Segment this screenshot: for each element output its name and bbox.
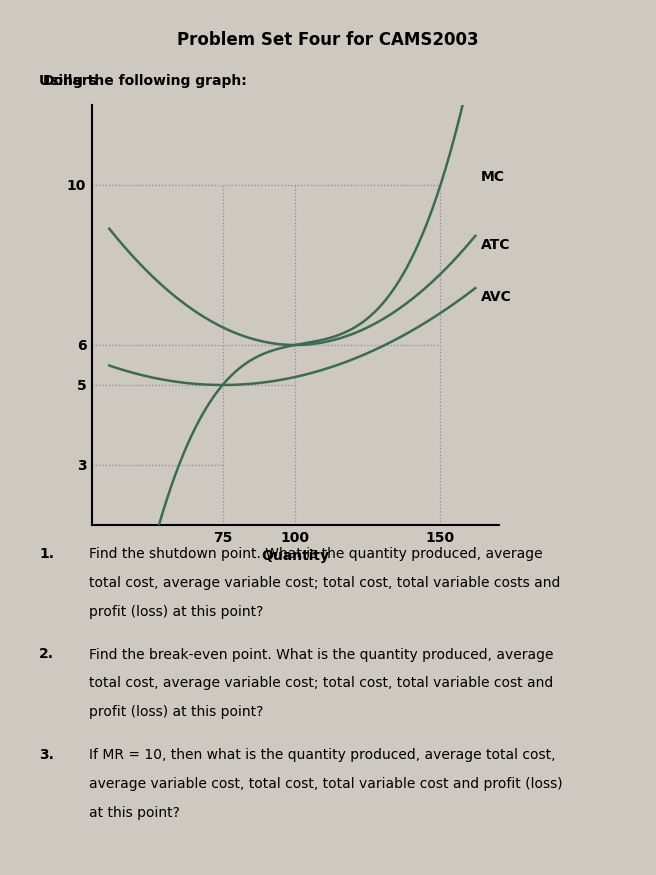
Text: 3.: 3. bbox=[39, 748, 54, 762]
Text: 2.: 2. bbox=[39, 648, 54, 662]
Text: profit (loss) at this point?: profit (loss) at this point? bbox=[89, 605, 263, 619]
Text: If MR = 10, then what is the quantity produced, average total cost,: If MR = 10, then what is the quantity pr… bbox=[89, 748, 555, 762]
Text: total cost, average variable cost; total cost, total variable costs and: total cost, average variable cost; total… bbox=[89, 576, 560, 590]
X-axis label: Quantity: Quantity bbox=[261, 549, 329, 563]
Text: 1.: 1. bbox=[39, 547, 54, 561]
Text: at this point?: at this point? bbox=[89, 806, 180, 820]
Text: ATC: ATC bbox=[481, 238, 510, 252]
Text: profit (loss) at this point?: profit (loss) at this point? bbox=[89, 705, 263, 719]
Text: MC: MC bbox=[481, 170, 505, 184]
Text: average variable cost, total cost, total variable cost and profit (loss): average variable cost, total cost, total… bbox=[89, 777, 562, 791]
Text: total cost, average variable cost; total cost, total variable cost and: total cost, average variable cost; total… bbox=[89, 676, 553, 690]
Text: Problem Set Four for CAMS2003: Problem Set Four for CAMS2003 bbox=[177, 31, 479, 49]
Text: Find the shutdown point. What is the quantity produced, average: Find the shutdown point. What is the qua… bbox=[89, 547, 543, 561]
Text: AVC: AVC bbox=[481, 290, 512, 304]
Text: Using the following graph:: Using the following graph: bbox=[39, 74, 247, 88]
Text: Dollars: Dollars bbox=[43, 74, 98, 88]
Text: Find the break-even point. What is the quantity produced, average: Find the break-even point. What is the q… bbox=[89, 648, 553, 662]
